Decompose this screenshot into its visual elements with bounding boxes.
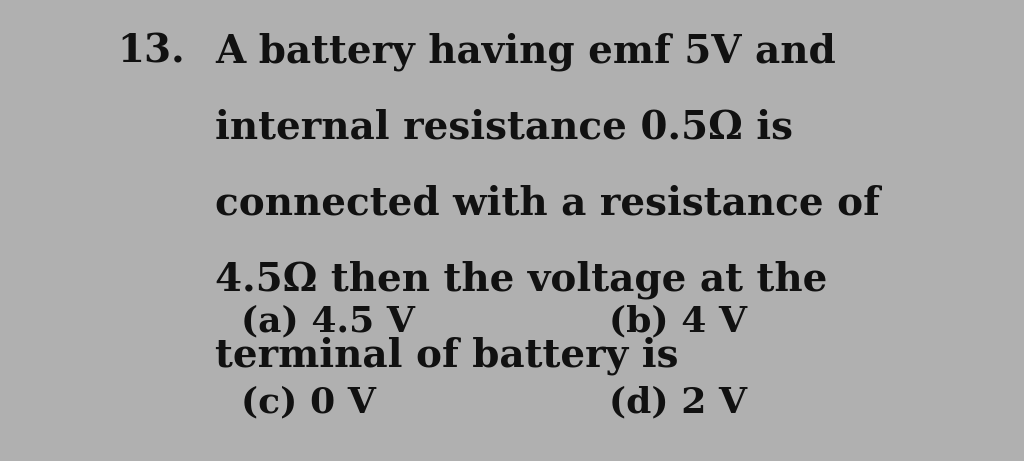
Text: 13.: 13. <box>118 32 185 70</box>
Text: (b) 4 V: (b) 4 V <box>609 305 748 339</box>
Text: A battery having emf 5V and: A battery having emf 5V and <box>215 32 836 71</box>
Text: 4.5Ω then the voltage at the: 4.5Ω then the voltage at the <box>215 260 827 299</box>
Text: (d) 2 V: (d) 2 V <box>609 385 748 420</box>
Text: terminal of battery is: terminal of battery is <box>215 337 679 375</box>
Text: internal resistance 0.5Ω is: internal resistance 0.5Ω is <box>215 108 793 146</box>
Text: (c) 0 V: (c) 0 V <box>241 385 376 420</box>
Text: (a) 4.5 V: (a) 4.5 V <box>241 305 415 339</box>
Text: connected with a resistance of: connected with a resistance of <box>215 184 880 222</box>
